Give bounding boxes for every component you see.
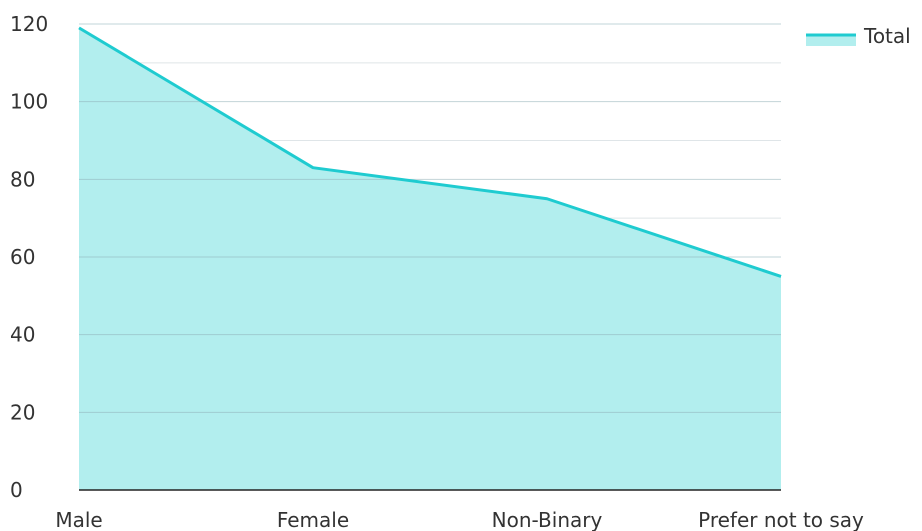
y-tick-label-40: 40 bbox=[10, 323, 35, 347]
x-tick-label-prefer-not-to-say: Prefer not to say bbox=[698, 508, 864, 531]
y-axis-tick-labels: 0 20 40 60 80 100 120 bbox=[10, 12, 48, 502]
major-gridlines bbox=[79, 23, 781, 413]
y-tick-label-0: 0 bbox=[10, 478, 23, 502]
x-tick-label-male: Male bbox=[55, 508, 102, 531]
legend-swatch-total bbox=[806, 34, 856, 46]
x-axis-tick-labels: Male Female Non-Binary Prefer not to say bbox=[55, 508, 864, 531]
y-tick-label-80: 80 bbox=[10, 167, 35, 191]
x-tick-label-female: Female bbox=[277, 508, 349, 531]
series-line-total bbox=[78, 26, 782, 278]
y-tick-label-20: 20 bbox=[10, 400, 35, 424]
x-tick-label-non-binary: Non-Binary bbox=[492, 508, 603, 531]
y-tick-label-100: 100 bbox=[10, 90, 48, 114]
legend-label-total: Total bbox=[863, 24, 911, 48]
y-tick-label-60: 60 bbox=[10, 245, 35, 269]
y-tick-label-120: 120 bbox=[10, 12, 48, 36]
series-area-total bbox=[79, 27, 781, 491]
legend: Total bbox=[806, 24, 911, 48]
